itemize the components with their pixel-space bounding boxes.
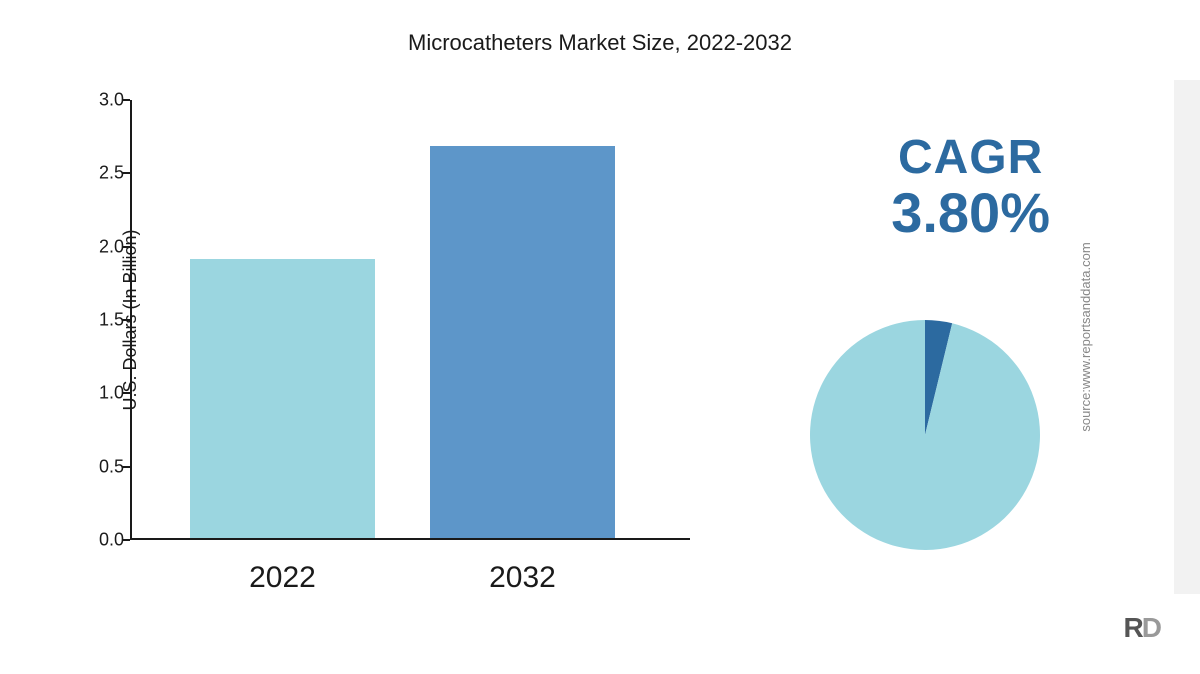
- cagr-label: CAGR: [891, 130, 1050, 185]
- pie-slice: [810, 320, 1040, 550]
- pie-chart: [810, 320, 1040, 550]
- y-tick-label: 2.5: [80, 163, 124, 184]
- y-tick-mark: [122, 466, 130, 468]
- x-axis-line: [130, 538, 690, 540]
- y-tick-label: 3.0: [80, 90, 124, 111]
- logo-letter-d: D: [1142, 612, 1160, 643]
- source-text: source:www.reportsanddata.com: [1078, 242, 1093, 431]
- y-tick-label: 0.5: [80, 456, 124, 477]
- chart-title: Microcatheters Market Size, 2022-2032: [0, 30, 1200, 56]
- y-tick-mark: [122, 539, 130, 541]
- brand-logo: RD: [1124, 612, 1160, 644]
- y-tick-mark: [122, 172, 130, 174]
- logo-letter-r: R: [1124, 612, 1142, 643]
- y-tick-label: 2.0: [80, 236, 124, 257]
- bar: [430, 146, 615, 538]
- y-axis-line: [130, 100, 132, 540]
- right-edge-band: [1174, 80, 1200, 594]
- y-tick-label: 1.0: [80, 383, 124, 404]
- pie-svg: [810, 320, 1040, 550]
- y-tick-mark: [122, 246, 130, 248]
- y-tick-mark: [122, 319, 130, 321]
- y-tick-label: 0.0: [80, 530, 124, 551]
- bar: [190, 259, 375, 538]
- cagr-value: 3.80%: [891, 180, 1050, 245]
- y-tick-mark: [122, 392, 130, 394]
- x-category-label: 2022: [249, 561, 316, 595]
- cagr-block: CAGR 3.80%: [891, 130, 1050, 245]
- bar-chart: U.S. Dollars (In Billion) 0.00.51.01.52.…: [130, 100, 690, 540]
- y-tick-label: 1.5: [80, 310, 124, 331]
- x-category-label: 2032: [489, 561, 556, 595]
- y-tick-mark: [122, 99, 130, 101]
